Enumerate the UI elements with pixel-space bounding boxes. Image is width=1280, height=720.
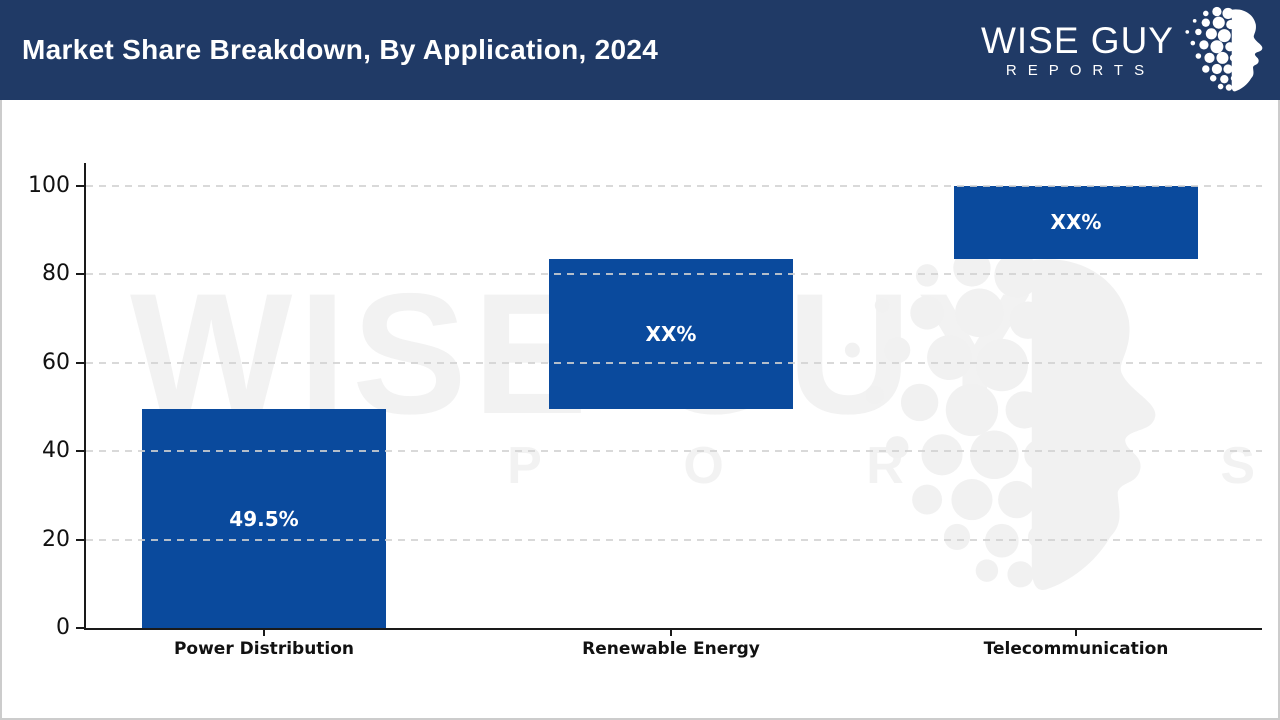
gridline-y-100 (86, 185, 1262, 187)
gridline-y-60 (86, 361, 1262, 364)
watermark-head-icon (844, 249, 1156, 591)
x-axis-line (84, 628, 1262, 630)
y-tick-label: 60 (42, 349, 70, 375)
brand-name: WISE GUY (980, 19, 1174, 61)
y-tick-mark (76, 273, 84, 276)
x-tick-mark (263, 628, 265, 636)
category-label-power-distribution: Power Distribution (173, 639, 355, 659)
bar-value-label: XX% (645, 322, 697, 347)
brand-subname: REPORTS (1005, 61, 1156, 79)
y-tick-label: 20 (42, 526, 70, 552)
gridline-y-20 (86, 538, 1262, 541)
bar-power-distribution: 49.5% (142, 409, 386, 628)
bar-value-label: 49.5% (229, 506, 299, 531)
y-tick-mark (76, 361, 84, 364)
bar-telecommunication: XX% (954, 186, 1198, 259)
dotted-head-icon (1185, 6, 1263, 92)
y-tick-mark (76, 185, 84, 187)
gridline-y-40 (86, 450, 1262, 453)
category-label-renewable-energy: Renewable Energy (582, 639, 760, 659)
x-tick-mark (1075, 628, 1077, 636)
y-tick-label: 40 (42, 438, 70, 464)
gridline-y-80 (86, 273, 1262, 276)
category-label-telecommunication: Telecommunication (983, 639, 1169, 659)
y-axis-line (84, 163, 86, 630)
page-title: Market Share Breakdown, By Application, … (22, 34, 659, 65)
y-tick-label: 100 (28, 173, 70, 198)
header-bar: Market Share Breakdown, By Application, … (0, 0, 1280, 100)
brand-logo: WISE GUY REPORTS (981, 6, 1266, 94)
brand-logo-text: WISE GUY REPORTS (981, 22, 1174, 79)
y-tick-label: 80 (42, 261, 70, 287)
y-tick-mark (76, 450, 84, 453)
x-tick-mark (670, 628, 672, 636)
y-tick-mark (76, 627, 84, 629)
y-tick-label: 0 (56, 615, 70, 640)
chart-canvas: WISE GUY R E P O R T S 0 20 40 60 80 100 49.5%… (0, 100, 1280, 720)
bar-renewable-energy: XX% (549, 258, 793, 410)
bar-value-label: XX% (1050, 210, 1102, 235)
y-tick-mark (76, 538, 84, 541)
